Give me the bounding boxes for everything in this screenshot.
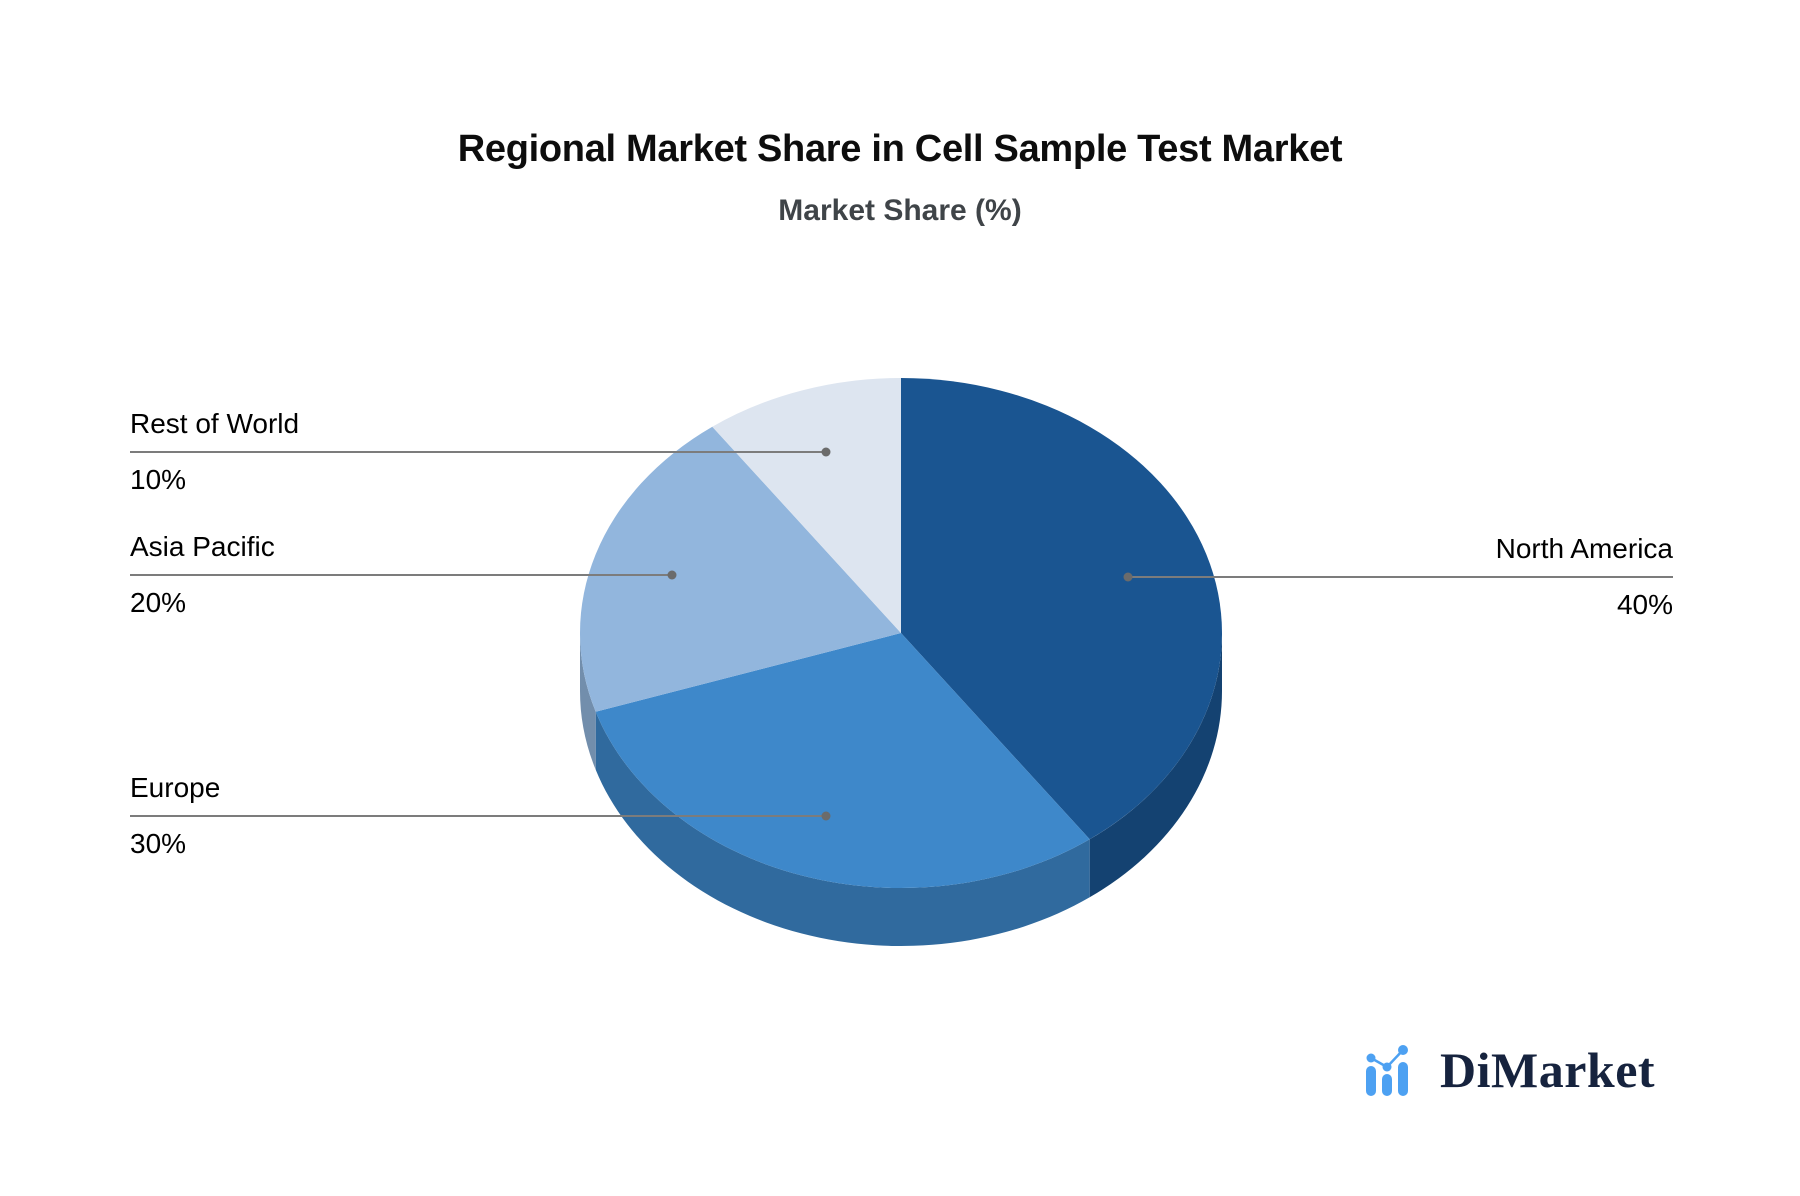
callout-label-europe: Europe — [130, 772, 221, 803]
leader-dot-north-america — [1123, 572, 1133, 582]
pie-slice-europe[interactable] — [595, 633, 1090, 888]
callout-value-asia-pacific: 20% — [130, 587, 187, 618]
pie-slice-side-asia-pacific — [580, 633, 596, 770]
pie-slice-north-america[interactable] — [901, 378, 1222, 840]
pie-slice-rest-of-world[interactable] — [712, 378, 901, 633]
leader-dot-europe — [821, 811, 831, 821]
chart-title: Regional Market Share in Cell Sample Tes… — [457, 128, 1343, 170]
callout-value-rest-of-world: 10% — [130, 464, 187, 495]
bar-chart-logo-icon — [1366, 1045, 1408, 1096]
dimarket-logo: DiMarket — [1364, 1036, 1655, 1104]
pie-slice-side-europe — [595, 711, 1090, 947]
leader-dot-rest-of-world — [821, 447, 831, 457]
callout-label-north-america: North America — [1495, 533, 1673, 564]
brand-name: DiMarket — [1440, 1042, 1656, 1098]
callout-value-north-america: 40% — [1616, 589, 1673, 620]
callout-label-asia-pacific: Asia Pacific — [130, 531, 275, 562]
callout-label-rest-of-world: Rest of World — [130, 408, 300, 439]
chart-subtitle: Market Share (%) — [778, 194, 1022, 227]
leader-dot-asia-pacific — [667, 570, 677, 580]
pie-slice-asia-pacific[interactable] — [580, 426, 901, 712]
callout-value-europe: 30% — [130, 828, 187, 859]
pie-slice-side-north-america — [1089, 633, 1222, 898]
